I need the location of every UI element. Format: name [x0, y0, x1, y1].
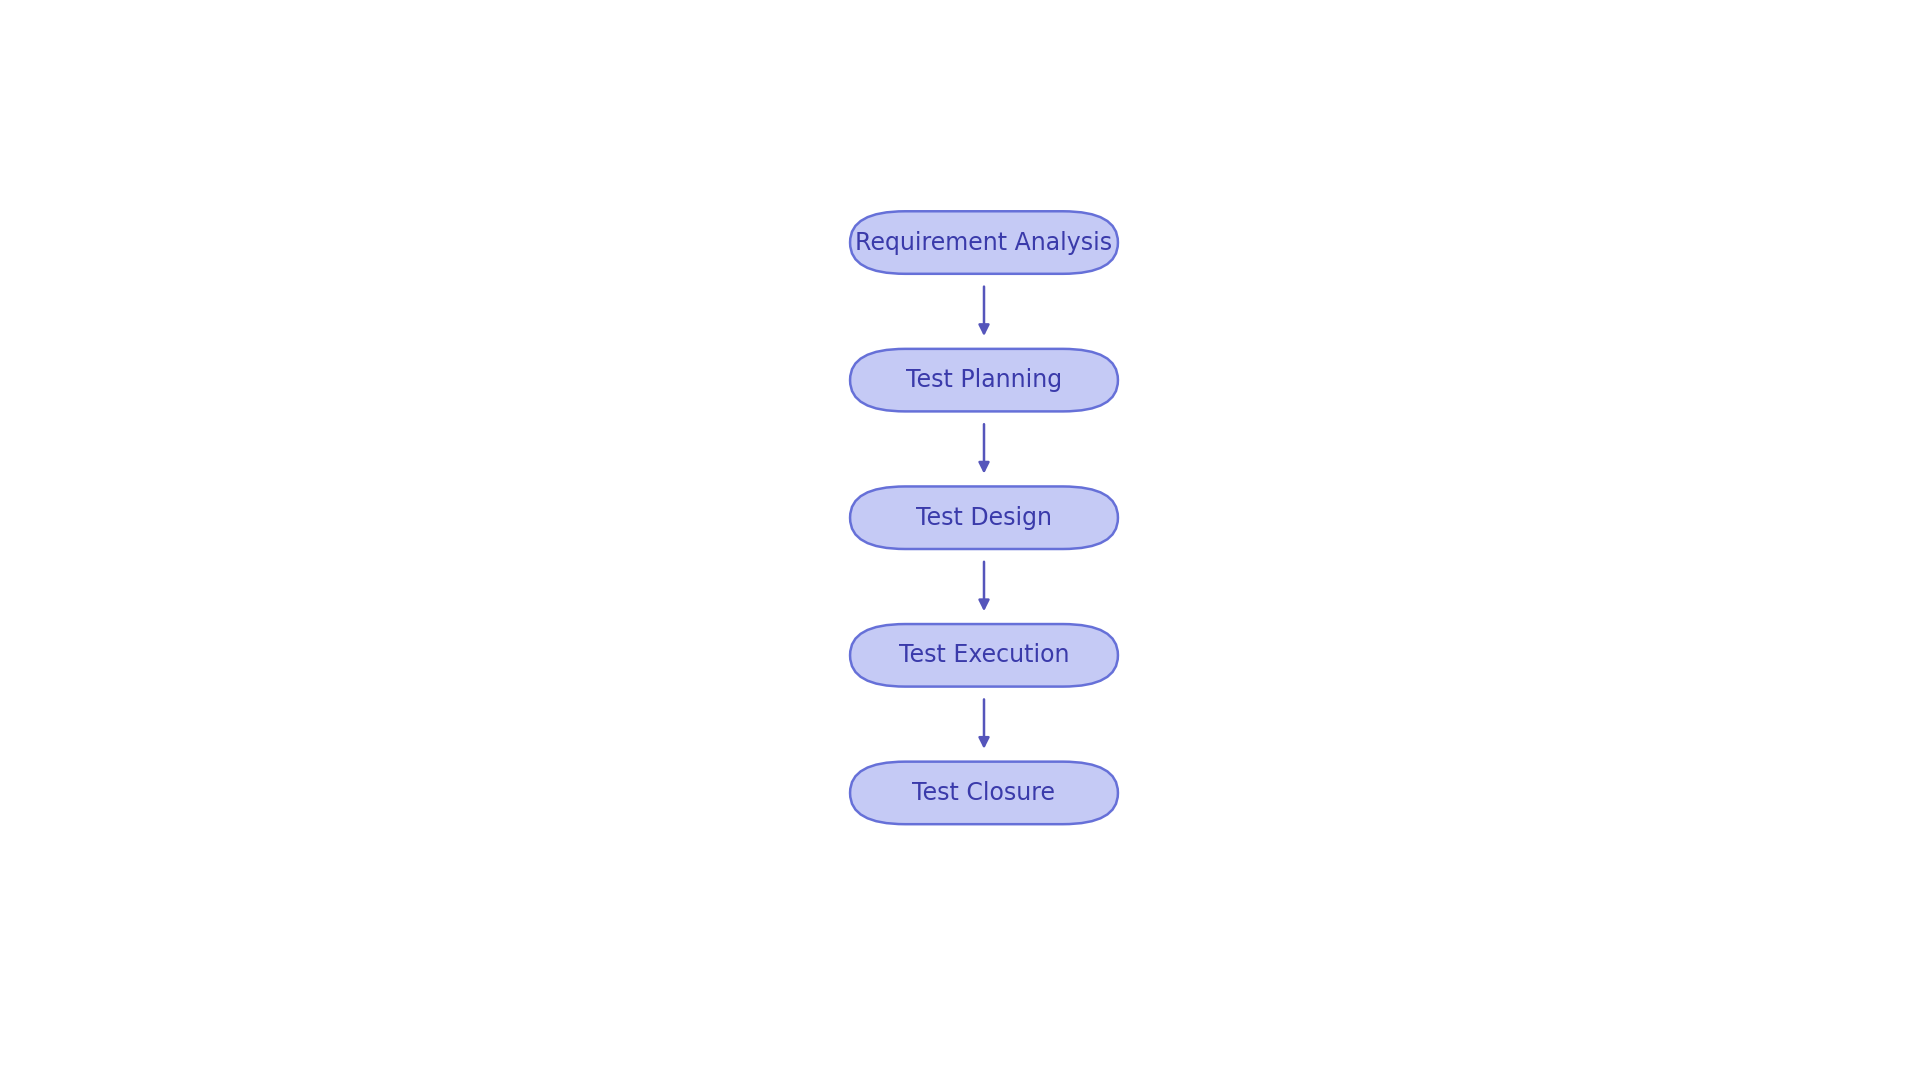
FancyBboxPatch shape — [851, 349, 1117, 412]
Text: Test Planning: Test Planning — [906, 368, 1062, 392]
FancyBboxPatch shape — [851, 486, 1117, 549]
FancyBboxPatch shape — [851, 624, 1117, 687]
Text: Test Execution: Test Execution — [899, 643, 1069, 667]
Text: Test Closure: Test Closure — [912, 781, 1056, 805]
Text: Test Design: Test Design — [916, 506, 1052, 530]
FancyBboxPatch shape — [851, 761, 1117, 824]
FancyBboxPatch shape — [851, 211, 1117, 274]
Text: Requirement Analysis: Requirement Analysis — [856, 231, 1112, 255]
